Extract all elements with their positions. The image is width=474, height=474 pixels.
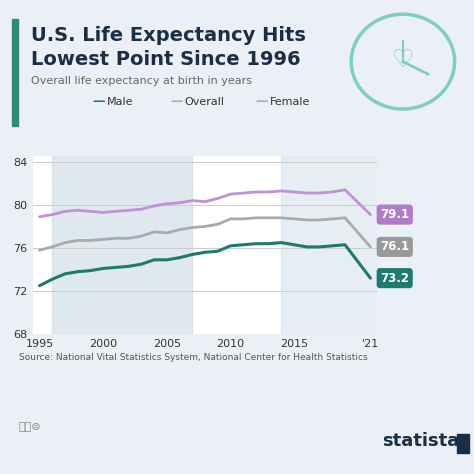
Bar <box>52 156 192 334</box>
Text: —: — <box>170 95 182 109</box>
Text: —: — <box>255 95 268 109</box>
Text: Lowest Point Since 1996: Lowest Point Since 1996 <box>31 50 301 69</box>
Text: ⒸⒾ⊜: ⒸⒾ⊜ <box>19 421 42 432</box>
Bar <box>282 156 383 334</box>
Text: —: — <box>92 95 104 109</box>
Text: statista: statista <box>383 432 460 450</box>
Text: 79.1: 79.1 <box>380 208 410 221</box>
Text: 73.2: 73.2 <box>380 272 409 285</box>
Text: 76.1: 76.1 <box>380 240 410 254</box>
Text: Overall: Overall <box>185 97 225 107</box>
Text: Female: Female <box>270 97 310 107</box>
Text: U.S. Life Expectancy Hits: U.S. Life Expectancy Hits <box>31 26 306 45</box>
Text: Source: National Vital Statistics System, National Center for Health Statistics: Source: National Vital Statistics System… <box>19 353 367 362</box>
Text: Overall life expectancy at birth in years: Overall life expectancy at birth in year… <box>31 76 252 86</box>
Text: ♡: ♡ <box>392 47 414 72</box>
Text: Male: Male <box>107 97 133 107</box>
